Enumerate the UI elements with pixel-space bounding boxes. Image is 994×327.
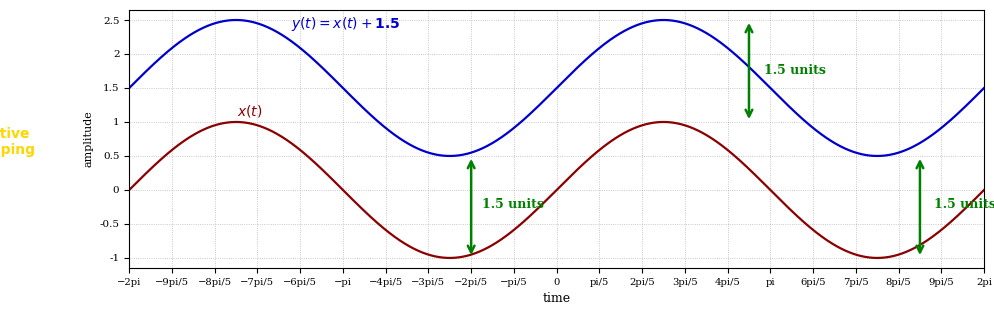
Y-axis label: amplitude: amplitude [83,111,94,167]
Text: Positive
Clamping: Positive Clamping [0,127,36,158]
Text: 1.5 units: 1.5 units [764,64,826,77]
Text: $x(t)$: $x(t)$ [237,103,262,119]
Text: $y(t) = x(t) + \mathbf{1.5}$: $y(t) = x(t) + \mathbf{1.5}$ [291,15,401,33]
Text: 1.5 units: 1.5 units [482,198,544,212]
Text: 1.5 units: 1.5 units [934,198,994,212]
X-axis label: time: time [543,292,571,305]
